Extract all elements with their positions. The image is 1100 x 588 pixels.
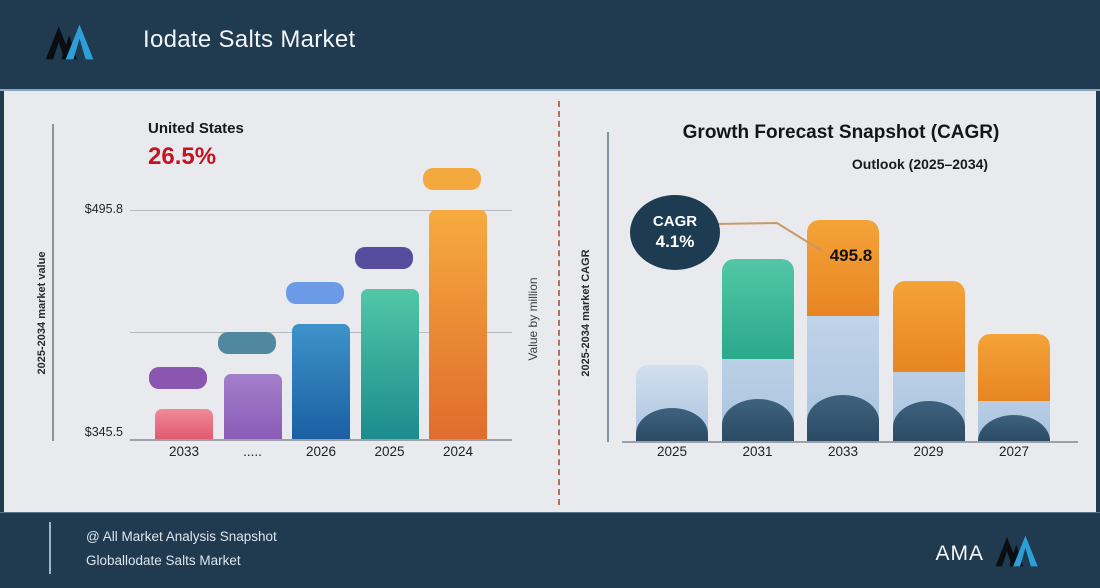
segment-base — [807, 395, 879, 441]
x-axis-label: 2033 — [827, 444, 859, 459]
bar-cap-2025 — [354, 246, 413, 269]
left-chart-region-value: 26.5% — [148, 143, 217, 170]
segment-top — [978, 334, 1050, 401]
panel-divider-dashed-line — [558, 101, 560, 505]
x-axis-label: 2027 — [998, 444, 1030, 459]
left-chart-y-tick-top: $495.8 — [84, 202, 123, 216]
footer-credit-line1: @ All Market Analysis Snapshot — [86, 529, 277, 544]
header-bar: Iodate Salts Market — [0, 0, 1100, 91]
bar-2024 — [429, 210, 487, 439]
segment-top — [721, 259, 794, 359]
footer-bar: @ All Market Analysis Snapshot Globallod… — [0, 512, 1100, 588]
right-chart-data-label: 495.8 — [829, 246, 873, 265]
segment-base — [721, 399, 794, 441]
footer-divider-line — [49, 522, 51, 574]
panel-edge-left — [0, 91, 4, 512]
left-chart-y-axis-label: 2025-2034 market value — [36, 251, 48, 375]
segment-base — [892, 401, 965, 441]
x-axis-label: 2031 — [742, 444, 773, 459]
stacked-bar-2033 — [807, 220, 879, 441]
right-chart-baseline — [622, 441, 1078, 443]
x-axis-label: 2026 — [305, 444, 337, 459]
bar-cap-..... — [217, 332, 276, 355]
left-chart-y-tick-bottom: $345.5 — [84, 425, 123, 439]
left-chart-baseline — [130, 439, 512, 441]
ama-logo-icon — [44, 22, 96, 67]
page-title: Iodate Salts Market — [143, 26, 356, 53]
bar-..... — [223, 374, 282, 439]
cagr-badge-value: 4.1% — [655, 232, 695, 252]
cagr-badge-label: CAGR — [652, 212, 698, 230]
chart-panel: United States 26.5% 2025-2034 market val… — [0, 91, 1100, 512]
cagr-badge: CAGR 4.1% — [630, 195, 720, 270]
bar-cap-2033 — [149, 367, 207, 390]
left-chart-y-axis-line — [52, 124, 54, 441]
stacked-bar-2031 — [721, 259, 794, 441]
stacked-bar-2025 — [636, 365, 708, 441]
left-chart-region-label: United States — [148, 120, 244, 137]
left-chart-gridline-top — [130, 210, 512, 211]
left-chart-side-note: Value by million — [526, 277, 540, 361]
segment-top — [892, 281, 965, 372]
footer-brand-word: AMA — [935, 541, 984, 565]
x-axis-label: 2025 — [374, 444, 405, 459]
bar-cap-2024 — [423, 168, 481, 190]
stacked-bar-2027 — [978, 334, 1050, 441]
right-chart-y-axis-line — [607, 132, 609, 442]
x-axis-label: 2025 — [656, 444, 688, 459]
bar-2026 — [292, 323, 350, 439]
x-axis-label: 2029 — [913, 444, 944, 459]
right-chart-y-axis-label: 2025-2034 market CAGR — [580, 249, 592, 377]
x-axis-label: 2024 — [442, 444, 474, 459]
footer-credits: @ All Market Analysis Snapshot Globallod… — [86, 525, 277, 573]
bar-2033 — [155, 409, 213, 439]
stacked-bar-2029 — [892, 281, 965, 441]
right-chart-title: Growth Forecast Snapshot (CAGR) — [682, 122, 1000, 143]
x-axis-label: ..... — [243, 444, 262, 459]
bar-2025 — [360, 288, 419, 439]
footer-credit-line2: Globallodate Salts Market — [86, 553, 241, 568]
panel-edge-right — [1096, 91, 1100, 512]
x-axis-label: 2033 — [168, 444, 200, 459]
bar-cap-2026 — [286, 281, 344, 304]
footer-ama-logo-icon — [994, 534, 1040, 573]
segment-top — [807, 220, 879, 316]
right-chart-subtitle: Outlook (2025–2034) — [851, 156, 989, 172]
footer-brand: AMA — [935, 534, 1040, 573]
cagr-connector-line — [713, 221, 823, 252]
